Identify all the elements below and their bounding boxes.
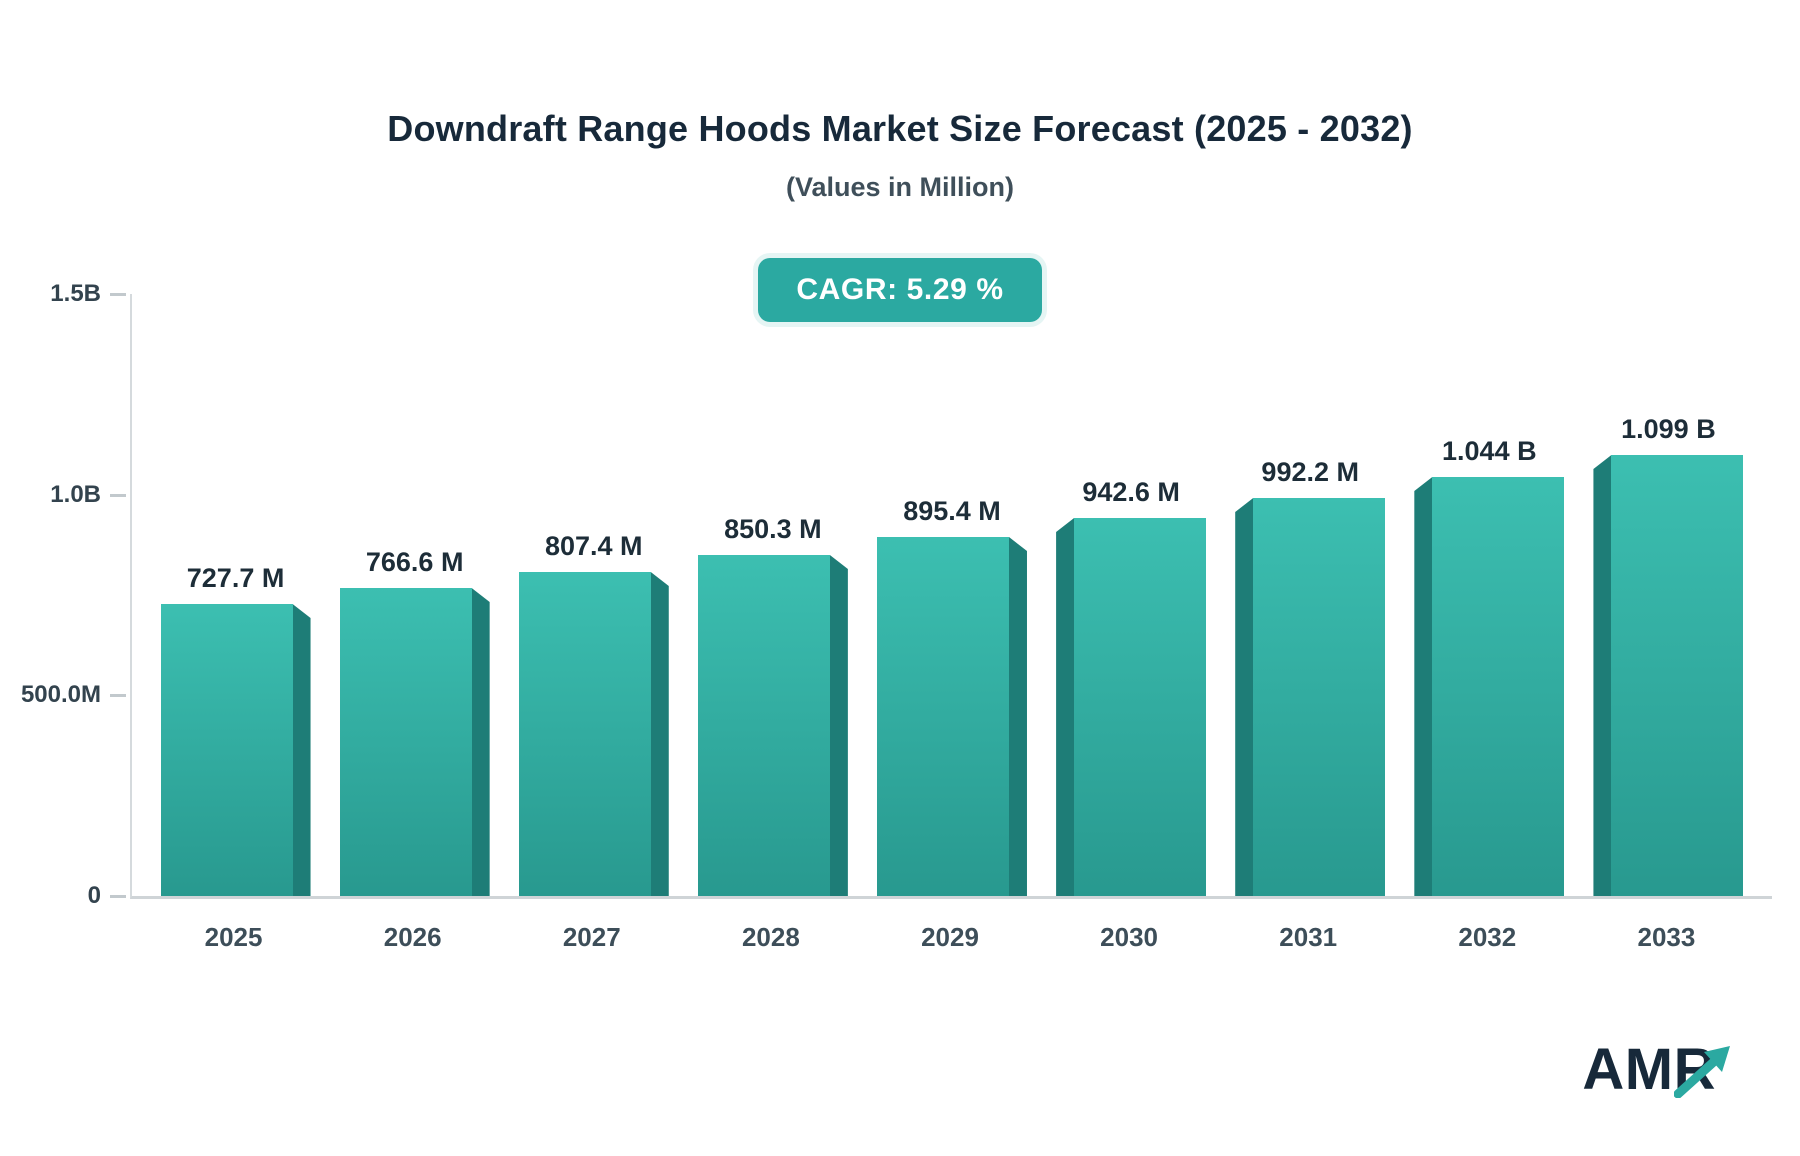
bar-2028: 850.3 M (697, 514, 848, 896)
bar-side-face (1008, 537, 1027, 896)
bar-column: 1.099 B (1579, 414, 1758, 896)
bar-side-face (829, 555, 848, 896)
bar-column: 727.7 M (146, 563, 325, 896)
x-axis-labels: 2025 2026 2027 2028 2029 2030 2031 2032 2033 (130, 922, 1770, 953)
bar-column: 766.6 M (325, 547, 504, 896)
bar-side-face (650, 572, 669, 896)
bar-face (876, 537, 1009, 896)
bars-row: 727.7 M 766.6 M 807.4 M 850.3 M 895.4 M 942.6… (132, 294, 1772, 896)
bar-side-face (1235, 498, 1254, 896)
bar-face (339, 588, 472, 896)
bar-2032: 1.044 B (1414, 436, 1565, 896)
bar-value-label: 1.044 B (1442, 436, 1537, 466)
x-axis-label: 2029 (921, 922, 979, 952)
brand-logo-text: AMR (1582, 1037, 1716, 1102)
bar-column: 942.6 M (1042, 477, 1221, 896)
bar-2025: 727.7 M (160, 563, 311, 896)
bar-value-label: 727.7 M (186, 563, 285, 593)
bar-side-face (1414, 477, 1433, 896)
y-axis-tick-mark (110, 493, 126, 497)
bar-value-label: 766.6 M (365, 547, 464, 577)
cagr-badge-wrap: CAGR: 5.29 % (0, 258, 1800, 322)
x-axis-label: 2026 (383, 922, 442, 952)
bar-2033: 1.099 B (1593, 414, 1744, 896)
bar-2029: 895.4 M (876, 496, 1027, 896)
bar-value-label: 895.4 M (903, 496, 1001, 526)
bar-2030: 942.6 M (1056, 477, 1207, 896)
y-axis-tick-label: 1.5B (50, 280, 101, 307)
bar-2027: 807.4 M (518, 531, 669, 896)
y-axis-tick: 1.5B (50, 280, 126, 308)
bar-value-label: 942.6 M (1082, 477, 1180, 507)
y-axis: 1.5B 1.0B 500.0M 0 (0, 280, 126, 909)
bar-side-face (1056, 518, 1075, 896)
bar-side-face (1593, 455, 1612, 896)
bar-2031: 992.2 M (1235, 457, 1386, 896)
y-axis-tick-label: 1.0B (50, 481, 101, 508)
brand-logo: AMR (1582, 1036, 1730, 1102)
x-axis-label: 2025 (204, 922, 263, 952)
y-axis-tick: 500.0M (21, 681, 126, 709)
y-axis-tick-mark (110, 292, 126, 296)
bar-face (518, 572, 651, 896)
bar-face (697, 555, 830, 896)
chart-title: Downdraft Range Hoods Market Size Foreca… (387, 108, 1413, 149)
bar-face (1432, 477, 1565, 896)
bar-face (160, 604, 293, 896)
bar-value-label: 807.4 M (544, 531, 643, 561)
bar-value-label: 850.3 M (724, 514, 822, 544)
bar-column: 992.2 M (1221, 457, 1400, 896)
x-axis-label: 2033 (1637, 922, 1696, 952)
y-axis-tick-mark (110, 693, 126, 697)
bar-face (1253, 498, 1386, 896)
bar-value-label: 992.2 M (1261, 457, 1359, 487)
x-axis-label: 2030 (1100, 922, 1159, 952)
plot-area: 727.7 M 766.6 M 807.4 M 850.3 M 895.4 M 942.6… (130, 294, 1772, 899)
x-axis-label: 2032 (1458, 922, 1517, 952)
x-axis-label: 2027 (562, 922, 621, 952)
bar-face (1611, 455, 1744, 896)
bar-column: 895.4 M (862, 496, 1041, 896)
bar-column: 1.044 B (1400, 436, 1579, 896)
y-axis-tick-label: 500.0M (20, 681, 101, 708)
bar-side-face (471, 588, 490, 896)
bar-side-face (292, 604, 311, 896)
y-axis-tick-label: 0 (87, 882, 101, 909)
bar-column: 807.4 M (504, 531, 683, 896)
bar-face (1074, 518, 1207, 896)
cagr-badge: CAGR: 5.29 % (758, 258, 1042, 322)
bar-value-label: 1.099 B (1621, 414, 1716, 444)
chart-subtitle: (Values in Million) (785, 172, 1015, 202)
y-axis-tick: 0 (88, 882, 126, 910)
bar-2026: 766.6 M (339, 547, 490, 896)
y-axis-tick-mark (110, 894, 126, 898)
growth-arrow-icon (1674, 1046, 1730, 1098)
y-axis-tick: 1.0B (50, 481, 126, 509)
x-axis-label: 2031 (1279, 922, 1338, 952)
x-axis-label: 2028 (741, 922, 800, 952)
bar-column: 850.3 M (683, 514, 862, 896)
